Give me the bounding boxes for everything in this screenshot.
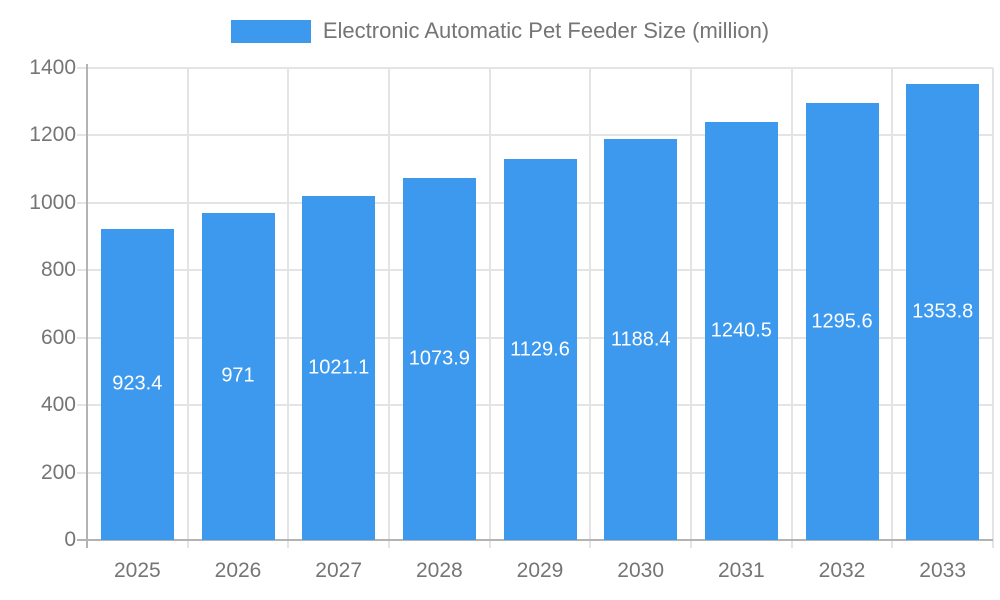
bar	[202, 212, 275, 540]
bar-value-label: 1188.4	[610, 328, 671, 351]
x-tick	[287, 540, 290, 548]
bar-value-label: 923.4	[112, 372, 163, 395]
x-tick-label: 2030	[617, 559, 665, 582]
y-gridline	[87, 134, 993, 137]
y-tick-label: 1000	[29, 190, 76, 214]
x-gridline	[891, 68, 894, 540]
y-gridline	[87, 67, 993, 69]
x-tick	[186, 540, 189, 548]
x-tick-label: 2029	[516, 559, 564, 582]
y-tick-label: 0	[64, 528, 76, 551]
y-tick-label: 800	[40, 258, 76, 282]
x-tick	[388, 540, 390, 548]
y-tick	[77, 471, 87, 474]
x-gridline	[992, 68, 994, 540]
bar-value-label: 1129.6	[510, 338, 570, 361]
x-tick	[488, 540, 491, 548]
y-tick	[77, 404, 87, 407]
x-axis-line	[77, 539, 993, 541]
bar	[906, 83, 979, 540]
bar-value-label: 1353.8	[912, 300, 974, 323]
x-tick	[790, 540, 793, 548]
bar	[705, 121, 778, 540]
x-tick-label: 2027	[315, 559, 363, 582]
legend: Electronic Automatic Pet Feeder Size (mi…	[0, 18, 1000, 44]
x-tick-label: 2033	[919, 559, 967, 582]
bar-value-label: 1295.6	[811, 310, 873, 333]
x-gridline	[589, 68, 592, 540]
x-tick-label: 2026	[214, 559, 262, 582]
y-tick	[77, 134, 87, 137]
x-tick-label: 2031	[717, 559, 765, 582]
x-tick	[690, 540, 692, 548]
x-gridline	[790, 68, 793, 540]
chart-title: Electronic Automatic Pet Feeder Size (mi…	[322, 18, 770, 43]
y-tick	[77, 201, 87, 204]
bar-value-label: 1240.5	[710, 319, 772, 342]
bar	[101, 228, 174, 540]
x-tick	[589, 540, 592, 548]
bar-value-label: 1073.9	[408, 347, 470, 370]
x-gridline	[388, 68, 390, 540]
x-gridline	[287, 68, 290, 540]
bar	[806, 103, 879, 540]
legend-swatch-icon	[230, 19, 311, 43]
y-tick-label: 200	[40, 460, 76, 484]
bar	[504, 159, 577, 540]
y-tick	[77, 336, 87, 339]
y-tick-label: 400	[40, 393, 76, 417]
x-tick-label: 2025	[113, 559, 161, 582]
x-gridline	[488, 68, 491, 540]
x-gridline	[186, 68, 189, 540]
bar-value-label: 1021.1	[308, 356, 370, 379]
y-tick-label: 600	[40, 325, 76, 349]
bar	[403, 177, 476, 540]
bar	[604, 139, 677, 540]
bar	[302, 195, 375, 540]
y-tick	[77, 269, 87, 272]
x-gridline	[690, 68, 692, 540]
bar-value-label: 971	[221, 364, 255, 387]
x-tick	[992, 540, 994, 548]
y-tick-label: 1400	[29, 56, 76, 79]
x-tick	[891, 540, 894, 548]
x-tick-label: 2032	[818, 559, 866, 582]
y-tick	[77, 67, 87, 69]
x-tick-label: 2028	[415, 559, 463, 582]
y-axis-line	[86, 64, 88, 548]
y-tick-label: 1200	[29, 123, 76, 147]
